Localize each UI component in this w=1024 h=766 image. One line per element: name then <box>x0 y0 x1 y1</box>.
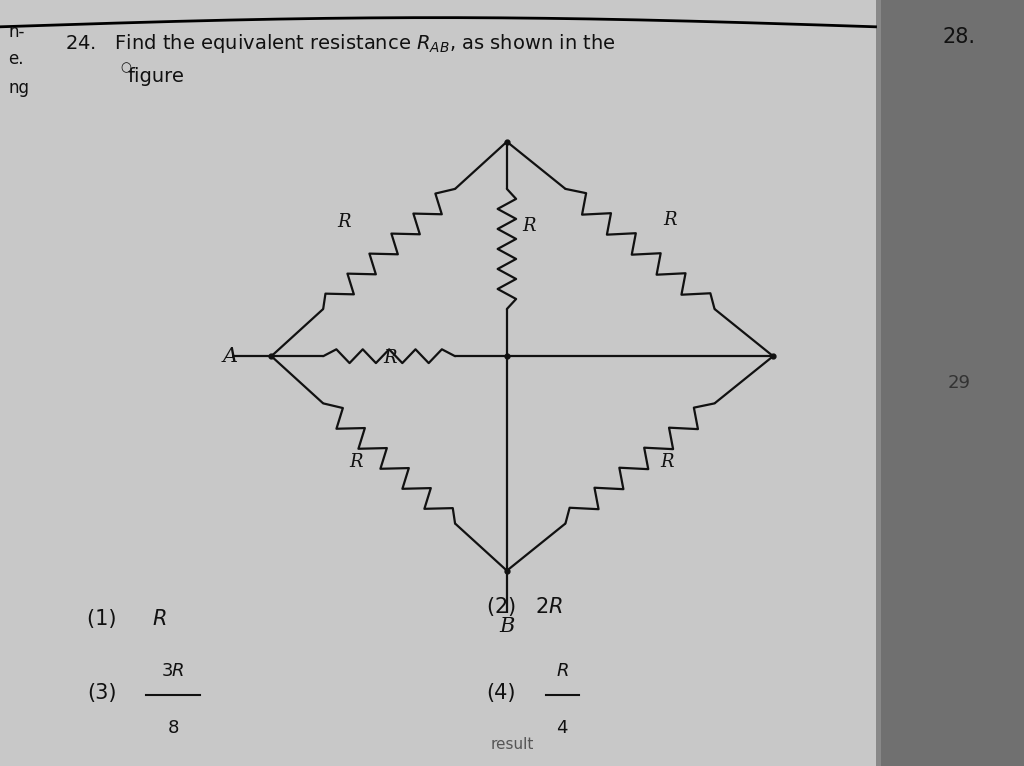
Bar <box>876 0 1024 766</box>
Text: 29: 29 <box>947 374 970 392</box>
Text: ng: ng <box>8 79 30 97</box>
Text: $R$: $R$ <box>152 609 166 629</box>
Text: e.: e. <box>8 50 24 67</box>
Text: $R$: $R$ <box>556 663 568 680</box>
Text: $4$: $4$ <box>556 719 568 736</box>
Text: R: R <box>522 217 536 235</box>
Text: (4): (4) <box>486 683 516 703</box>
Text: n-: n- <box>8 23 25 41</box>
Bar <box>881 0 1024 766</box>
Text: R: R <box>664 211 677 229</box>
Text: figure: figure <box>128 67 185 86</box>
Text: $3R$: $3R$ <box>161 663 185 680</box>
Text: 24.   Find the equivalent resistance $R_{AB}$, as shown in the: 24. Find the equivalent resistance $R_{A… <box>65 32 615 55</box>
Text: R: R <box>660 453 674 471</box>
Text: (3): (3) <box>87 683 117 703</box>
Text: $8$: $8$ <box>167 719 179 736</box>
Text: result: result <box>490 737 534 752</box>
Text: R: R <box>383 349 397 366</box>
Text: ○: ○ <box>121 61 132 74</box>
Text: R: R <box>349 453 362 471</box>
Text: R: R <box>338 213 351 231</box>
Text: A: A <box>222 347 238 365</box>
Text: 28.: 28. <box>942 27 975 47</box>
Text: (1): (1) <box>87 609 136 629</box>
Text: (2)   $2R$: (2) $2R$ <box>486 595 563 618</box>
Text: B: B <box>499 617 515 636</box>
